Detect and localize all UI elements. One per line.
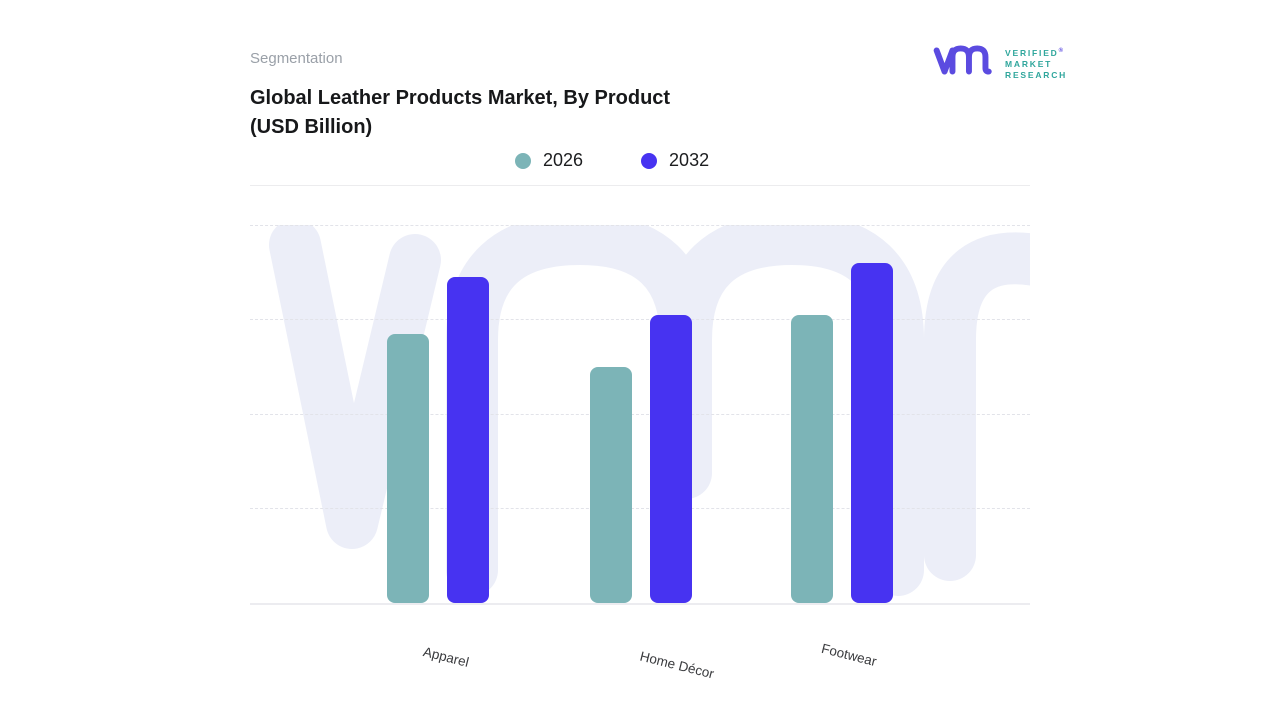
legend-dot-2026 [515, 152, 531, 169]
gridline [250, 225, 1030, 226]
legend-label-2032: 2032 [669, 150, 710, 170]
legend: 2026 2032 [515, 150, 709, 171]
gridline [250, 414, 1030, 415]
plot-area: Apparel Home Décor Footwear [250, 225, 1030, 681]
registered-mark: ® [1058, 48, 1064, 55]
vmr-logo: VERIFIED® MARKET RESEARCH [932, 38, 1067, 89]
eyebrow-segmentation: Segmentation [250, 50, 343, 67]
logo-wordmark: VERIFIED® MARKET RESEARCH [1005, 46, 1067, 81]
header-divider [250, 185, 1030, 186]
bar-2026-home-décor[interactable] [589, 367, 632, 603]
chart-title: Global Leather Products Market, By Produ… [250, 87, 671, 138]
category-label-footwear: Footwear [819, 640, 879, 670]
bar-2032-footwear[interactable] [851, 263, 893, 603]
logo-line-market: MARKET [1005, 58, 1053, 69]
logo-line-verified: VERIFIED [1005, 47, 1059, 58]
legend-item-2032[interactable]: 2032 [641, 150, 709, 171]
vmr-logo-glyph-icon [932, 38, 998, 89]
legend-item-2026[interactable]: 2026 [515, 150, 583, 171]
x-axis-baseline [250, 603, 1030, 605]
bar-2032-apparel[interactable] [447, 277, 489, 603]
logo-line-research: RESEARCH [1005, 69, 1068, 80]
legend-label-2026: 2026 [543, 150, 584, 170]
category-label-apparel: Apparel [421, 644, 471, 670]
bar-2032-home-décor[interactable] [649, 315, 692, 603]
legend-dot-2032 [641, 152, 658, 169]
gridline [250, 319, 1030, 320]
category-label-home-décor: Home Décor [638, 648, 716, 682]
gridline [250, 508, 1030, 509]
bar-2026-footwear[interactable] [791, 315, 833, 603]
bar-2026-apparel[interactable] [387, 334, 429, 603]
